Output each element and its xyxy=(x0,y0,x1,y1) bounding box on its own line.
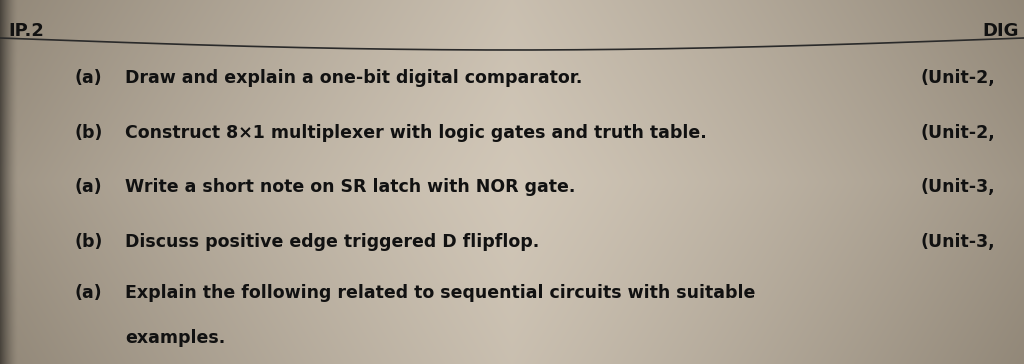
Text: Construct 8×1 multiplexer with logic gates and truth table.: Construct 8×1 multiplexer with logic gat… xyxy=(125,124,707,142)
Text: Explain the following related to sequential circuits with suitable: Explain the following related to sequent… xyxy=(125,284,756,302)
Text: (b): (b) xyxy=(75,124,103,142)
Text: (b): (b) xyxy=(75,233,103,251)
Text: (a): (a) xyxy=(75,284,102,302)
Text: (Unit-2,: (Unit-2, xyxy=(920,124,994,142)
Text: (Unit-3,: (Unit-3, xyxy=(920,178,994,197)
Text: (Unit-3,: (Unit-3, xyxy=(920,233,994,251)
Text: Draw and explain a one-bit digital comparator.: Draw and explain a one-bit digital compa… xyxy=(125,69,583,87)
Text: (a): (a) xyxy=(75,69,102,87)
Text: DIG: DIG xyxy=(982,22,1019,40)
Text: Write a short note on SR latch with NOR gate.: Write a short note on SR latch with NOR … xyxy=(125,178,575,197)
Text: (Unit-2,: (Unit-2, xyxy=(920,69,994,87)
Text: Discuss positive edge triggered D flipflop.: Discuss positive edge triggered D flipfl… xyxy=(125,233,540,251)
Text: examples.: examples. xyxy=(125,329,225,347)
Text: (a): (a) xyxy=(75,178,102,197)
Text: IP.2: IP.2 xyxy=(8,22,44,40)
